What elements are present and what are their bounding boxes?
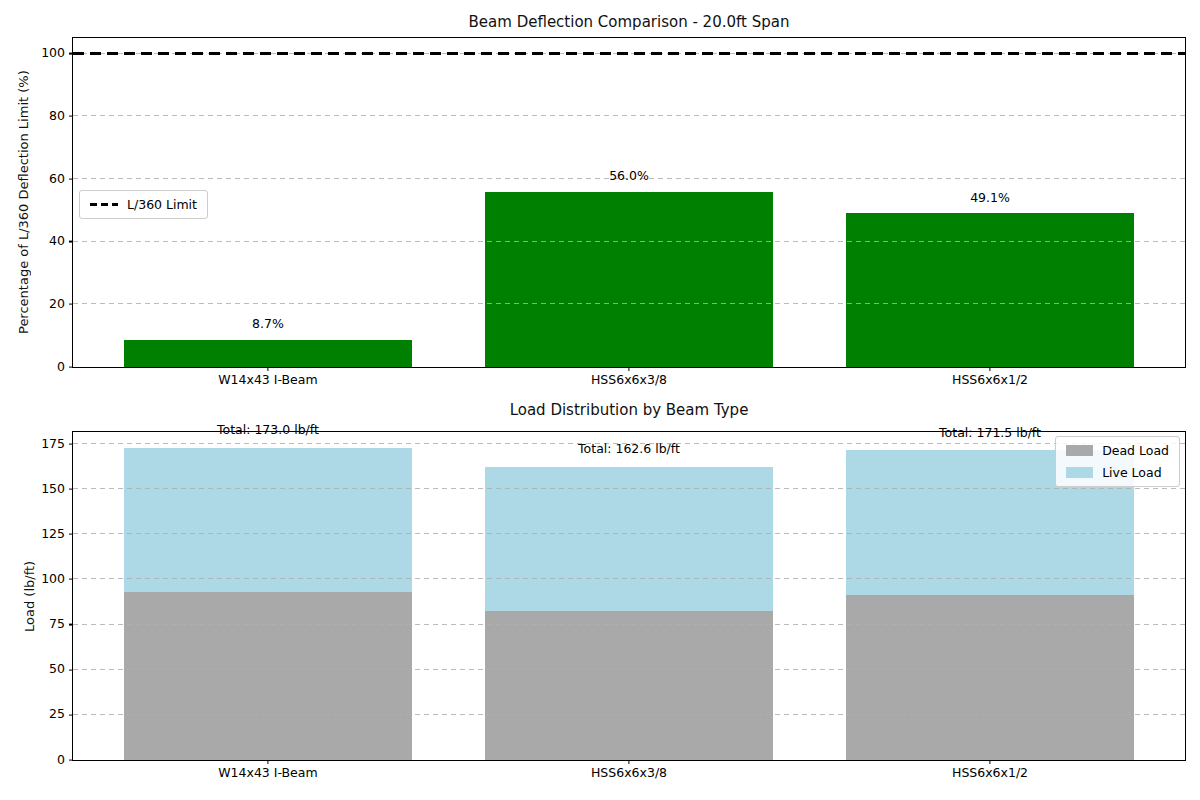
- bar: [846, 213, 1135, 367]
- bar-value-label: 49.1%: [970, 191, 1010, 205]
- gridline: [73, 624, 1185, 625]
- stacked-bar-segment: [846, 595, 1135, 760]
- gridline: [73, 303, 1185, 304]
- stacked-bar-segment: [124, 448, 413, 592]
- y-tick-label: 80: [49, 110, 65, 123]
- y-tick-label: 175: [41, 438, 65, 451]
- stacked-bar-segment: [485, 611, 774, 760]
- legend-color-swatch: [1066, 467, 1093, 478]
- legend-label: L/360 Limit: [127, 197, 197, 212]
- gridline: [73, 115, 1185, 116]
- matplotlib-figure: Beam Deflection Comparison - 20.0ft Span…: [0, 0, 1200, 800]
- y-tick-label: 0: [57, 754, 65, 767]
- bar: [485, 192, 774, 367]
- y-tick-mark: [69, 759, 73, 760]
- x-tick-label: HSS6x6x1/2: [952, 767, 1028, 780]
- y-tick-label: 75: [49, 618, 65, 631]
- bar-value-label: Total: 171.5 lb/ft: [939, 426, 1041, 440]
- y-tick-label: 150: [41, 483, 65, 496]
- reference-line: [73, 52, 1185, 55]
- bar-value-label: 56.0%: [609, 169, 649, 183]
- bar-value-label: 8.7%: [252, 317, 284, 331]
- y-tick-label: 100: [41, 47, 65, 60]
- gridline: [73, 241, 1185, 242]
- stacked-bar-segment: [124, 592, 413, 760]
- y-tick-label: 125: [41, 528, 65, 541]
- load-chart-plot-area: 0255075100125150175W14x43 I-BeamTotal: 1…: [72, 431, 1186, 761]
- x-tick-label: HSS6x6x3/8: [591, 767, 667, 780]
- gridline: [73, 578, 1185, 579]
- y-tick-mark: [69, 366, 73, 367]
- deflection-chart-y-axis-label: Percentage of L/360 Deflection Limit (%): [16, 37, 31, 368]
- x-tick-mark: [267, 760, 268, 764]
- x-tick-label: HSS6x6x3/8: [591, 374, 667, 387]
- y-tick-label: 60: [49, 173, 65, 186]
- x-tick-mark: [267, 367, 268, 371]
- x-tick-mark: [989, 760, 990, 764]
- gridline: [73, 488, 1185, 489]
- x-tick-mark: [989, 367, 990, 371]
- y-tick-label: 25: [49, 709, 65, 722]
- gridline: [73, 669, 1185, 670]
- bar: [124, 340, 413, 367]
- legend-entry: L/360 Limit: [90, 197, 197, 212]
- gridline: [73, 533, 1185, 534]
- x-tick-mark: [628, 367, 629, 371]
- load-chart-title: Load Distribution by Beam Type: [72, 401, 1186, 419]
- legend-label: Live Load: [1102, 465, 1162, 480]
- gridline: [73, 714, 1185, 715]
- y-tick-label: 20: [49, 298, 65, 311]
- x-tick-label: HSS6x6x1/2: [952, 374, 1028, 387]
- legend: Dead Load Live Load: [1055, 436, 1180, 487]
- x-tick-label: W14x43 I-Beam: [218, 767, 317, 780]
- y-tick-label: 100: [41, 573, 65, 586]
- bar-value-label: Total: 162.6 lb/ft: [578, 442, 680, 456]
- deflection-chart-title: Beam Deflection Comparison - 20.0ft Span: [72, 13, 1186, 31]
- legend-entry: Live Load: [1066, 465, 1169, 480]
- legend-color-swatch: [1066, 445, 1093, 456]
- dashed-line-sample-icon: [90, 203, 118, 206]
- y-tick-label: 40: [49, 235, 65, 248]
- legend-entry: Dead Load: [1066, 443, 1169, 458]
- x-tick-label: W14x43 I-Beam: [218, 374, 317, 387]
- deflection-chart-plot-area: 020406080100W14x43 I-Beam8.7%HSS6x6x3/85…: [72, 37, 1186, 368]
- legend-label: Dead Load: [1102, 443, 1169, 458]
- x-tick-mark: [628, 760, 629, 764]
- load-chart-y-axis-label: Load (lb/ft): [22, 431, 37, 761]
- y-tick-label: 0: [57, 361, 65, 374]
- y-tick-label: 50: [49, 664, 65, 677]
- legend: L/360 Limit: [79, 190, 208, 219]
- bar-value-label: Total: 173.0 lb/ft: [217, 423, 319, 437]
